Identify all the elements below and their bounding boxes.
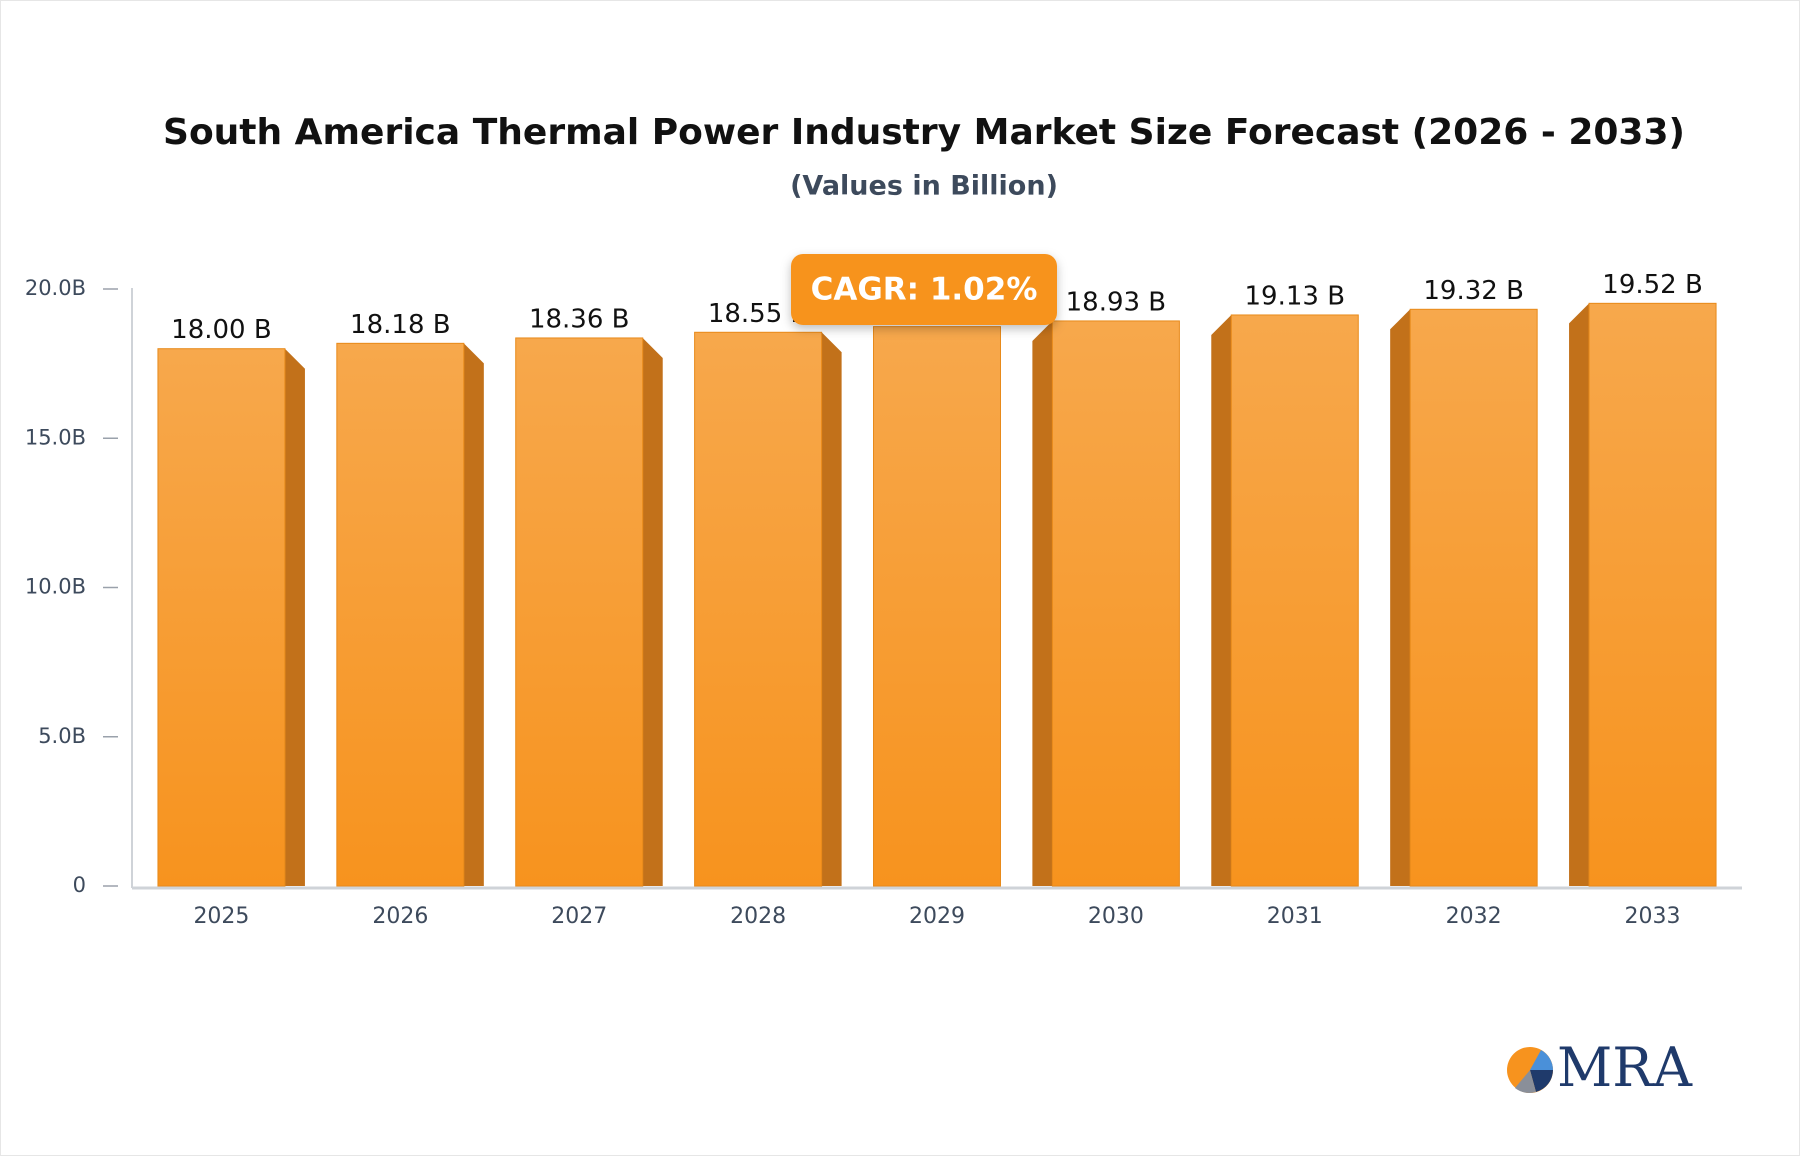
- bar-side: [463, 343, 484, 886]
- y-tick-label: 10.0B: [25, 575, 86, 599]
- bar-side: [642, 337, 663, 887]
- bar: [1230, 314, 1359, 887]
- bar: [1588, 302, 1717, 887]
- logo-slice: [1530, 1050, 1553, 1070]
- x-tick-label: 2033: [1625, 904, 1681, 929]
- x-tick-label: 2032: [1446, 904, 1502, 929]
- y-tick-label: 0: [73, 873, 86, 897]
- bar: [157, 348, 286, 887]
- value-label: 18.18 B: [350, 310, 451, 340]
- bar-side: [1211, 314, 1232, 887]
- value-label: 19.32 B: [1423, 276, 1524, 306]
- cagr-badge: [791, 254, 1057, 325]
- x-tick-label: 2025: [193, 904, 249, 929]
- x-tick-label: 2031: [1267, 904, 1323, 929]
- x-tick-label: 2027: [551, 904, 607, 929]
- bar: [873, 326, 1001, 887]
- bar-side: [1032, 320, 1053, 886]
- y-tick-label: 5.0B: [38, 724, 86, 748]
- value-label: 18.36 B: [529, 304, 630, 334]
- logo-slice: [1530, 1070, 1553, 1092]
- bar-side: [284, 348, 305, 886]
- logo-slice: [1515, 1070, 1536, 1093]
- bar-side: [1569, 303, 1590, 886]
- x-tick-label: 2028: [730, 904, 786, 929]
- cagr-label: CAGR: 1.02%: [811, 272, 1038, 308]
- y-tick-label: 20.0B: [25, 276, 86, 300]
- bar: [1051, 320, 1180, 887]
- cagr-box: [791, 254, 1057, 325]
- x-tick-label: 2029: [909, 904, 965, 929]
- bar: [515, 337, 644, 887]
- value-label: 18.00 B: [171, 315, 272, 345]
- value-label: 19.52 B: [1602, 270, 1703, 300]
- bar-side: [1390, 309, 1411, 887]
- logo-text: MRA: [1557, 1036, 1693, 1099]
- chart-subtitle: (Values in Billion): [790, 171, 1058, 202]
- value-label: 19.13 B: [1245, 281, 1346, 311]
- bar-side: [821, 332, 842, 887]
- value-label: 18.93 B: [1066, 287, 1167, 317]
- y-tick-label: 15.0B: [25, 425, 86, 449]
- logo: MRA: [1507, 1036, 1693, 1099]
- bar: [1409, 308, 1538, 887]
- bar: [694, 331, 823, 887]
- x-tick-label: 2026: [372, 904, 428, 929]
- x-tick-label: 2030: [1088, 904, 1144, 929]
- plot-area: 0 5.0B 10.0B 15.0B 20.0B 2025 18.00 B 2026 18.18…: [25, 270, 1717, 929]
- chart-title: South America Thermal Power Industry Mar…: [163, 112, 1685, 153]
- bar: [336, 342, 465, 887]
